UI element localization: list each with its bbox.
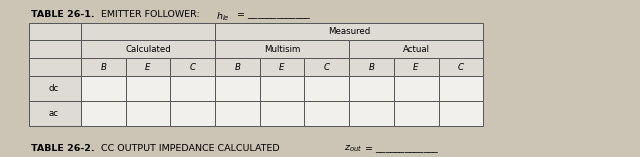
Text: $h_{ie}$: $h_{ie}$ [216, 10, 230, 23]
Text: dc: dc [49, 84, 59, 93]
Text: Actual: Actual [403, 45, 429, 54]
Text: TABLE 26-2.: TABLE 26-2. [31, 144, 94, 153]
Text: ac: ac [49, 109, 59, 118]
Text: $z_{out}$: $z_{out}$ [344, 144, 362, 154]
Text: TABLE 26-1.: TABLE 26-1. [31, 10, 94, 19]
Text: CC OUTPUT IMPEDANCE CALCULATED: CC OUTPUT IMPEDANCE CALCULATED [95, 144, 282, 153]
Text: $\mathit{B}$: $\mathit{B}$ [368, 61, 375, 72]
Text: EMITTER FOLLOWER:: EMITTER FOLLOWER: [95, 10, 202, 19]
Text: $\mathit{C}$: $\mathit{C}$ [457, 61, 465, 72]
Text: $\mathit{B}$: $\mathit{B}$ [100, 61, 107, 72]
Text: $\mathit{C}$: $\mathit{C}$ [323, 61, 331, 72]
Text: $\mathit{E}$: $\mathit{E}$ [278, 61, 286, 72]
Text: = _____________: = _____________ [362, 144, 437, 153]
Text: $\mathit{B}$: $\mathit{B}$ [234, 61, 241, 72]
Text: Multisim: Multisim [264, 45, 300, 54]
Text: $\mathit{E}$: $\mathit{E}$ [145, 61, 152, 72]
Text: $\mathit{C}$: $\mathit{C}$ [189, 61, 196, 72]
Text: $\mathit{E}$: $\mathit{E}$ [412, 61, 420, 72]
Text: Measured: Measured [328, 27, 371, 36]
Text: = _____________: = _____________ [234, 10, 309, 19]
Text: Calculated: Calculated [125, 45, 171, 54]
